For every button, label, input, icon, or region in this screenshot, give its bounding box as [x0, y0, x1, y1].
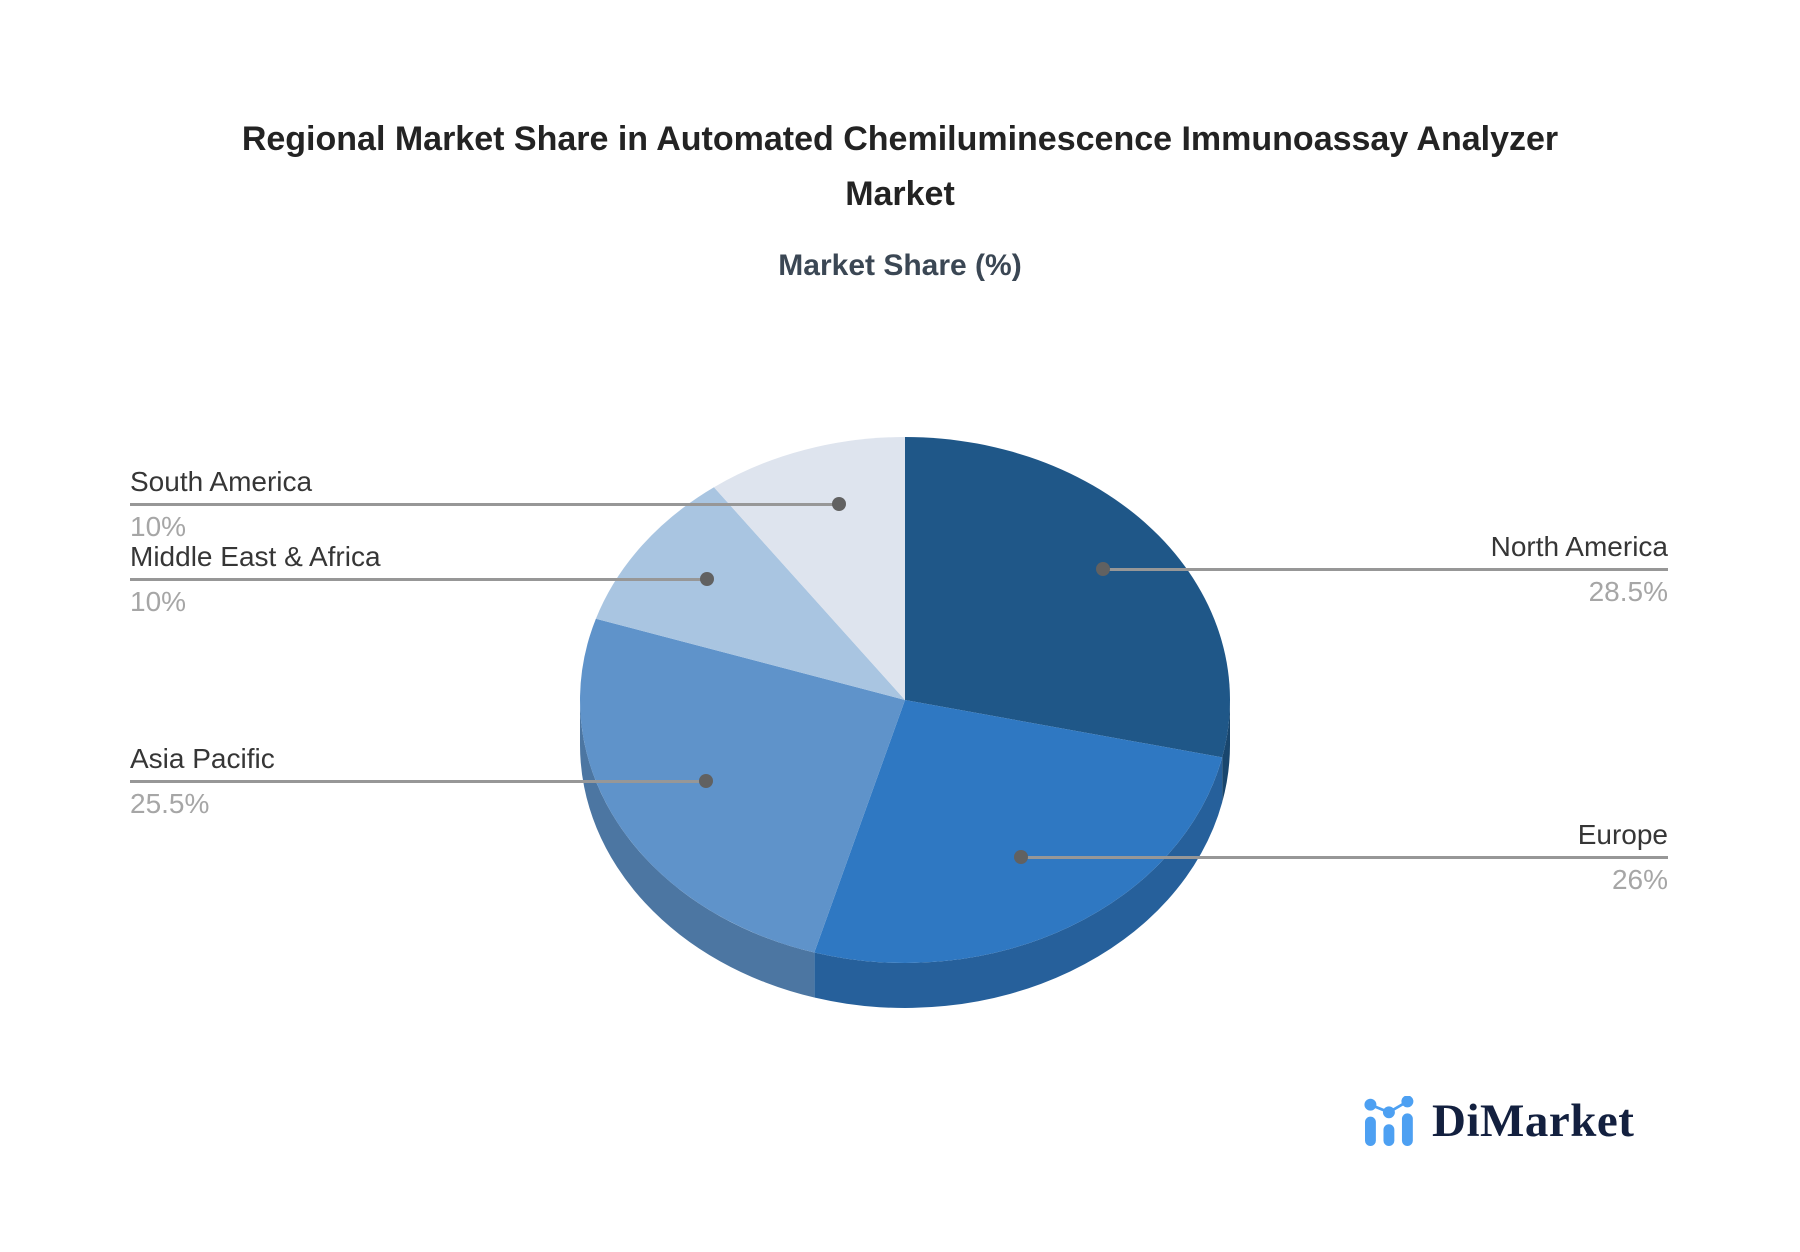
callout-value: 10%: [130, 586, 187, 617]
callout-label: South America: [130, 466, 313, 497]
leader-line: [1103, 568, 1668, 571]
pie-slice-side-europe: [814, 757, 1223, 1008]
pie-slice-side-north-america: [1222, 700, 1230, 803]
callout-label: Europe: [1577, 819, 1668, 850]
callout-label: North America: [1490, 531, 1668, 562]
callout-value: 10%: [130, 511, 187, 542]
pie-slice-europe[interactable]: [814, 700, 1223, 963]
brand-name: DiMarket: [1432, 1095, 1635, 1147]
leader-dot: [1096, 562, 1110, 576]
brand-logo: DiMarket: [1362, 1094, 1634, 1148]
leader-line: [130, 578, 712, 581]
callout-value: 25.5%: [130, 788, 210, 819]
pie-slice-north-america[interactable]: [905, 437, 1230, 758]
leader-line: [130, 503, 844, 506]
bar-chart-logo-icon: [1364, 1096, 1414, 1146]
pie-slice-asia-pacific[interactable]: [579, 618, 905, 953]
pie-slice-middle-east-africa[interactable]: [595, 487, 905, 700]
leader-line: [130, 780, 711, 783]
callout-label: Asia Pacific: [130, 743, 275, 774]
leader-dot: [1014, 850, 1028, 864]
pie-slice-side-asia-pacific: [580, 700, 815, 998]
callout-label: Middle East & Africa: [130, 541, 381, 572]
callout-value: 28.5%: [1588, 576, 1668, 607]
leader-dot: [699, 774, 713, 788]
callout-value: 26%: [1611, 864, 1668, 895]
chart-subtitle: Market Share (%): [778, 249, 1022, 282]
leader-line: [1021, 856, 1668, 859]
pie-slice-south-america[interactable]: [713, 437, 905, 700]
leader-dot: [700, 572, 714, 586]
chart-title: Regional Market Share in Automated Chemi…: [241, 120, 1559, 214]
leader-dot: [832, 497, 846, 511]
